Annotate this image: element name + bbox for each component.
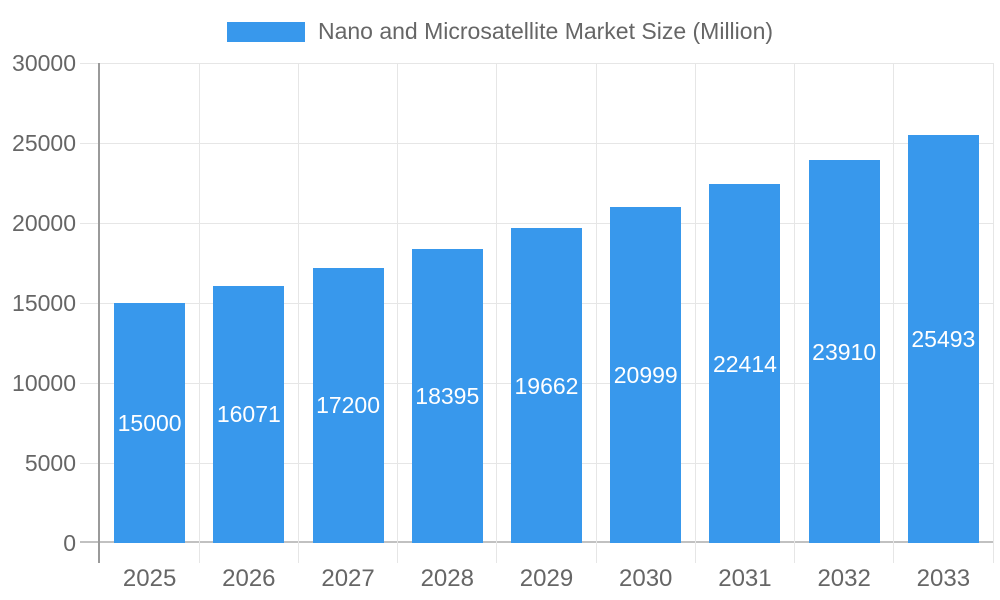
bar-value-label: 15000 [117, 410, 182, 436]
x-tick-label: 2029 [519, 565, 574, 592]
x-tick-label: 2030 [619, 565, 673, 592]
x-tick-label: 2026 [222, 565, 276, 592]
x-tick-label: 2031 [718, 565, 772, 592]
legend[interactable]: Nano and Microsatellite Market Size (Mil… [0, 18, 1000, 45]
bar-value-label: 18395 [415, 382, 480, 409]
plot-area: 0 5000 10000 15000 20000 25000 30000 2025 2026 20… [12, 50, 994, 592]
bar-value-label: 16071 [216, 401, 281, 428]
y-gridline [80, 62, 993, 64]
x-tick-label: 2027 [321, 565, 375, 592]
y-tick-label: 10000 [12, 370, 76, 396]
legend-label: Nano and Microsatellite Market Size (Mil… [317, 18, 774, 44]
bar[interactable]: 22414 [709, 184, 781, 543]
bar[interactable]: 25493 [907, 135, 979, 543]
x-tick-label: 2025 [122, 565, 177, 592]
x-gridline [794, 63, 796, 563]
bar-value-label: 23910 [812, 338, 877, 365]
bar-value-label: 17200 [316, 392, 381, 419]
x-tick-label: 2032 [817, 565, 871, 592]
x-tick-label: 2033 [916, 565, 971, 592]
x-gridline [98, 63, 100, 563]
y-tick-label: 30000 [12, 50, 76, 76]
x-gridline [992, 63, 994, 563]
bar-value-label: 20999 [613, 362, 678, 388]
y-gridline [80, 142, 993, 144]
bar[interactable]: 17200 [312, 267, 384, 543]
bar-value-label: 22414 [712, 350, 777, 377]
bar[interactable]: 20999 [610, 207, 682, 543]
x-gridline [595, 63, 597, 563]
bar[interactable]: 16071 [213, 285, 285, 543]
y-tick-label: 5000 [24, 450, 76, 476]
x-gridline [496, 63, 498, 563]
x-gridline [198, 63, 200, 563]
x-gridline [397, 63, 399, 563]
y-tick-label: 0 [63, 530, 76, 556]
legend-swatch [226, 21, 305, 42]
y-tick-label: 20000 [12, 210, 76, 236]
bar[interactable]: 23910 [808, 160, 880, 543]
bar[interactable]: 18395 [411, 248, 483, 543]
y-gridline [80, 222, 993, 224]
y-tick-label: 25000 [12, 130, 76, 156]
x-gridline [297, 63, 299, 563]
bar[interactable]: 15000 [114, 303, 186, 543]
y-tick-label: 15000 [12, 290, 76, 316]
x-tick-label: 2028 [420, 565, 474, 592]
x-gridline [893, 63, 895, 563]
x-gridline [694, 63, 696, 563]
bar-value-label: 25493 [911, 326, 976, 353]
bar-value-label: 19662 [514, 372, 579, 399]
bar[interactable]: 19662 [511, 228, 582, 543]
